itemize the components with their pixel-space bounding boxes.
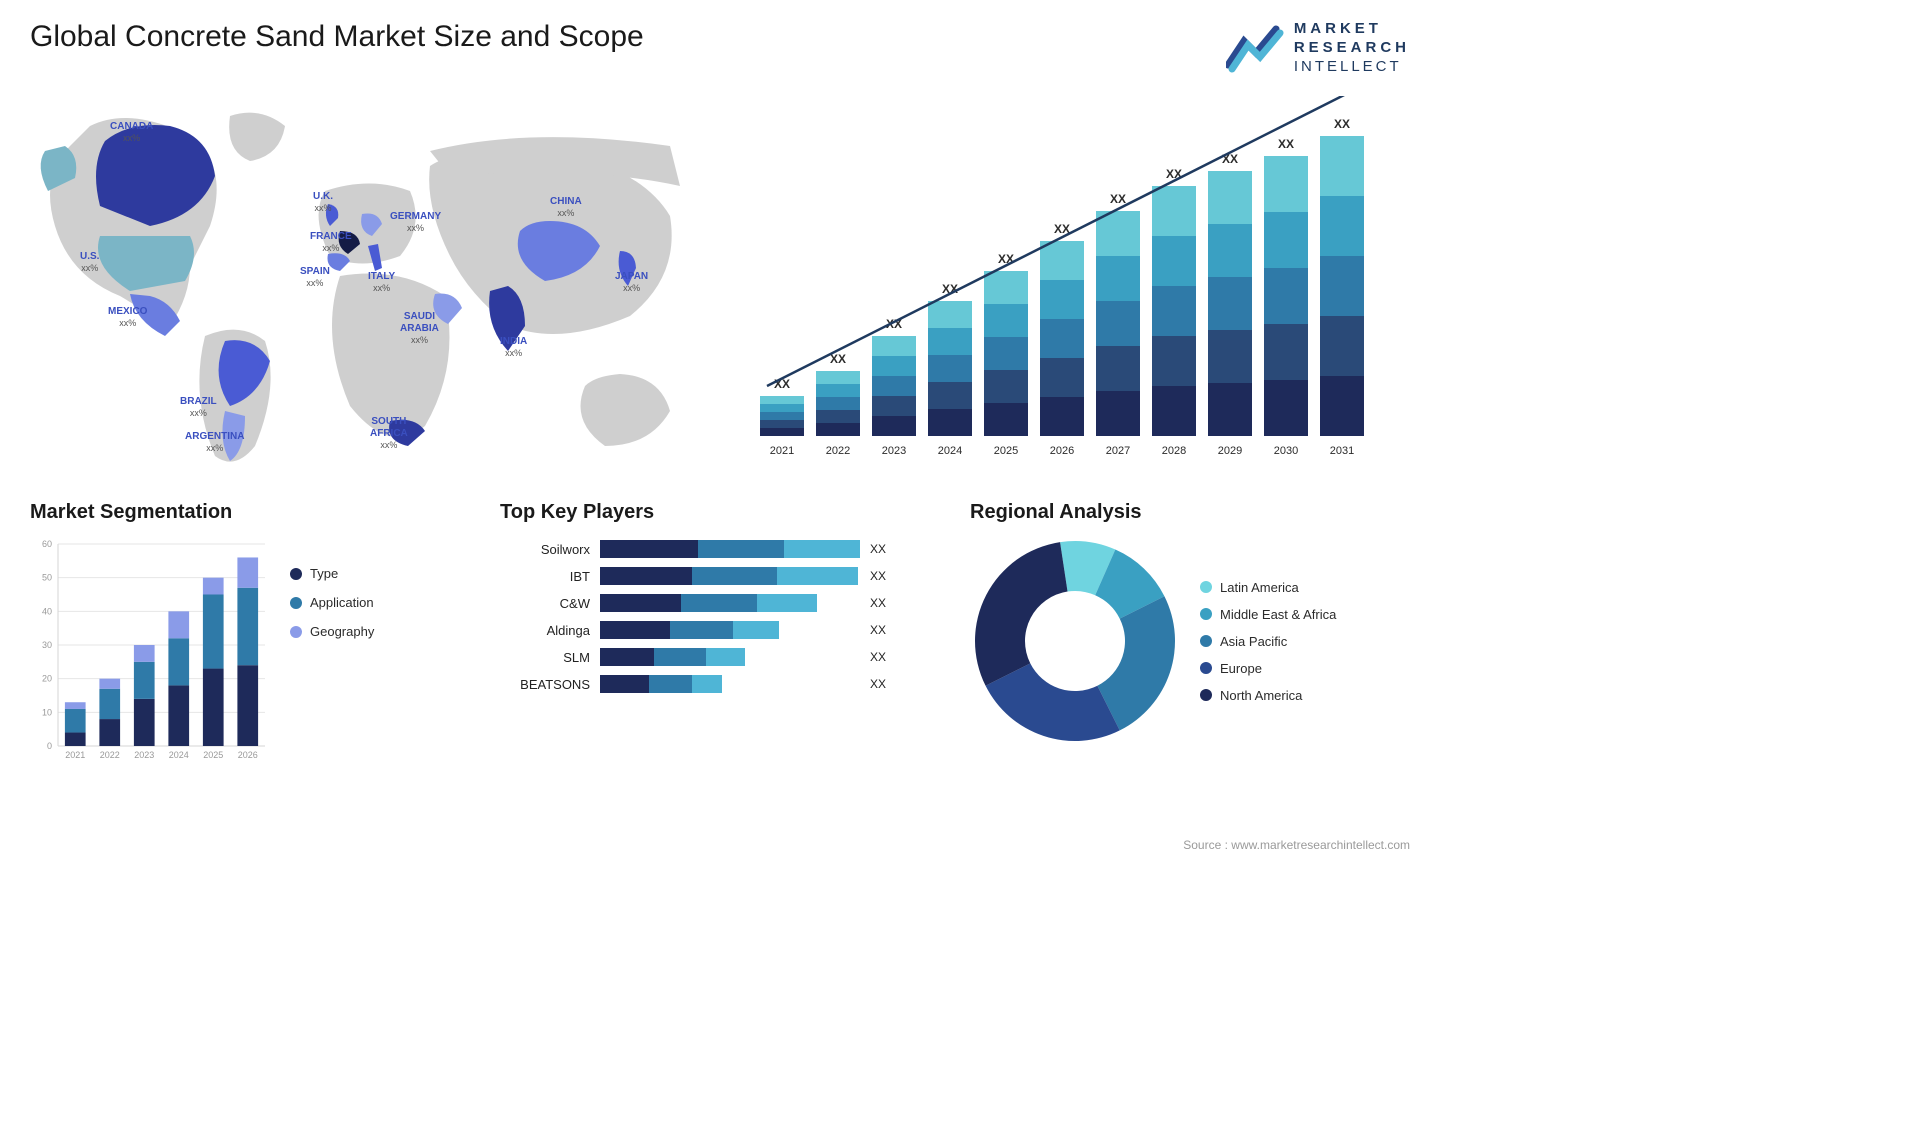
player-name: BEATSONS (500, 677, 590, 692)
country-label: CHINAxx% (550, 196, 582, 219)
country-label: FRANCExx% (310, 231, 352, 254)
svg-text:50: 50 (42, 573, 52, 583)
legend-item: North America (1200, 688, 1336, 703)
svg-text:0: 0 (47, 741, 52, 751)
svg-text:2025: 2025 (203, 750, 223, 760)
svg-text:2026: 2026 (238, 750, 258, 760)
svg-text:2024: 2024 (169, 750, 189, 760)
svg-text:2024: 2024 (938, 445, 962, 457)
svg-text:XX: XX (1278, 137, 1294, 151)
svg-text:60: 60 (42, 539, 52, 549)
player-bar (600, 540, 860, 558)
segmentation-panel: Market Segmentation 0 10 20 30 40 50 60 2021 202… (30, 501, 470, 766)
svg-text:XX: XX (1334, 117, 1350, 131)
svg-text:30: 30 (42, 640, 52, 650)
players-title: Top Key Players (500, 501, 940, 524)
player-name: C&W (500, 596, 590, 611)
svg-text:2026: 2026 (1050, 445, 1074, 457)
player-row: IBT XX (500, 567, 940, 585)
legend-item: Type (290, 566, 374, 581)
country-label: MEXICOxx% (108, 306, 147, 329)
country-label: BRAZILxx% (180, 396, 217, 419)
legend-item: Geography (290, 624, 374, 639)
svg-text:XX: XX (1110, 192, 1126, 206)
country-label: INDIAxx% (500, 336, 527, 359)
player-value: XX (870, 650, 886, 664)
svg-text:2021: 2021 (65, 750, 85, 760)
player-row: Aldinga XX (500, 621, 940, 639)
legend-item: Europe (1200, 661, 1336, 676)
country-label: JAPANxx% (615, 271, 648, 294)
player-bar (600, 621, 860, 639)
player-bar (600, 567, 860, 585)
legend-item: Latin America (1200, 580, 1336, 595)
legend-item: Middle East & Africa (1200, 607, 1336, 622)
segmentation-title: Market Segmentation (30, 501, 470, 524)
svg-text:2031: 2031 (1330, 445, 1354, 457)
player-value: XX (870, 623, 886, 637)
country-label: SAUDIARABIAxx% (400, 311, 439, 346)
svg-text:2023: 2023 (882, 445, 906, 457)
svg-text:2027: 2027 (1106, 445, 1130, 457)
player-bar (600, 675, 860, 693)
logo-icon (1226, 23, 1286, 73)
player-row: C&W XX (500, 594, 940, 612)
regional-donut (970, 536, 1180, 746)
svg-text:2029: 2029 (1218, 445, 1242, 457)
player-row: BEATSONS XX (500, 675, 940, 693)
svg-text:2025: 2025 (994, 445, 1018, 457)
player-value: XX (870, 596, 886, 610)
svg-text:2030: 2030 (1274, 445, 1298, 457)
country-label: GERMANYxx% (390, 211, 441, 234)
page-title: Global Concrete Sand Market Size and Sco… (30, 20, 644, 54)
svg-text:20: 20 (42, 674, 52, 684)
player-name: Soilworx (500, 542, 590, 557)
country-label: ARGENTINAxx% (185, 431, 244, 454)
growth-chart: XX2021XX2022XX2023XX2024XX2025XX2026XX20… (750, 96, 1410, 476)
country-label: ITALYxx% (368, 271, 395, 294)
logo: MARKET RESEARCH INTELLECT (1226, 20, 1410, 76)
source-text: Source : www.marketresearchintellect.com (1183, 838, 1410, 852)
regional-panel: Regional Analysis Latin America Middle Ea… (970, 501, 1410, 766)
svg-text:40: 40 (42, 607, 52, 617)
legend-item: Application (290, 595, 374, 610)
player-row: Soilworx XX (500, 540, 940, 558)
player-bar (600, 648, 860, 666)
regional-title: Regional Analysis (970, 501, 1410, 524)
player-name: Aldinga (500, 623, 590, 638)
country-label: CANADAxx% (110, 121, 153, 144)
logo-text: MARKET RESEARCH INTELLECT (1294, 20, 1410, 76)
players-chart: SoilworxXXIBTXXC&WXXAldingaXXSLMXXBEATSO… (500, 536, 940, 693)
svg-text:2022: 2022 (826, 445, 850, 457)
players-panel: Top Key Players SoilworxXXIBTXXC&WXXAldi… (500, 501, 940, 766)
legend-item: Asia Pacific (1200, 634, 1336, 649)
svg-text:2021: 2021 (770, 445, 794, 457)
country-label: SOUTHAFRICAxx% (370, 416, 408, 451)
world-map: CANADAxx% U.S.xx% MEXICOxx% BRAZILxx% ARGENT… (30, 96, 710, 476)
player-row: SLM XX (500, 648, 940, 666)
country-label: U.K.xx% (313, 191, 333, 214)
regional-legend: Latin America Middle East & Africa Asia Pa… (1200, 580, 1336, 703)
svg-text:2028: 2028 (1162, 445, 1186, 457)
svg-text:2022: 2022 (100, 750, 120, 760)
segmentation-legend: Type Application Geography (290, 536, 374, 766)
svg-text:2023: 2023 (134, 750, 154, 760)
player-value: XX (870, 542, 886, 556)
country-label: U.S.xx% (80, 251, 99, 274)
player-bar (600, 594, 860, 612)
country-label: SPAINxx% (300, 266, 330, 289)
segmentation-chart: 0 10 20 30 40 50 60 2021 2022 2023 2024 2025 2026 (30, 536, 270, 766)
player-name: SLM (500, 650, 590, 665)
player-name: IBT (500, 569, 590, 584)
player-value: XX (870, 569, 886, 583)
player-value: XX (870, 677, 886, 691)
svg-text:10: 10 (42, 708, 52, 718)
